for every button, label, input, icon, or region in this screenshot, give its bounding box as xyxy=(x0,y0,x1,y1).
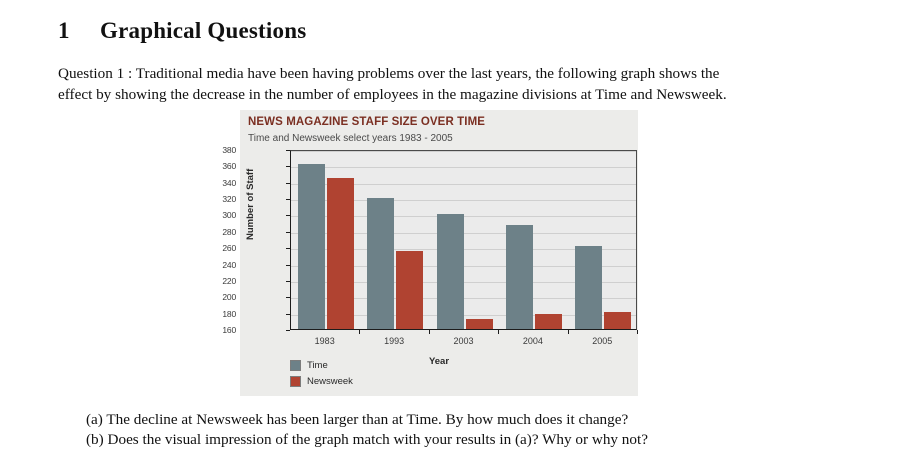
bar-time-1983 xyxy=(297,163,325,329)
section-heading: 1 Graphical Questions xyxy=(58,18,306,44)
sub-questions: (a) The decline at Newsweek has been lar… xyxy=(86,410,846,450)
chart-panel: NEWS MAGAZINE STAFF SIZE OVER TIME Time … xyxy=(222,110,638,396)
y-tick-label: 380 xyxy=(222,145,236,155)
bar-time-2004 xyxy=(505,225,533,329)
y-tick-label: 320 xyxy=(222,194,236,205)
bar-newsweek-2003 xyxy=(465,319,493,329)
gridline xyxy=(291,167,636,169)
y-axis-title: Number of Staff xyxy=(245,168,256,240)
gridline xyxy=(291,151,636,152)
bar-time-2005 xyxy=(575,246,603,329)
legend-swatch-newsweek xyxy=(290,375,301,387)
sub-question-b: (b) Does the visual impression of the gr… xyxy=(86,431,648,448)
intro-line-1: Question 1 : Traditional media have been… xyxy=(58,65,720,82)
bar-newsweek-1983 xyxy=(326,177,354,329)
y-tick-mark xyxy=(286,182,290,184)
legend-swatch-time xyxy=(290,359,301,371)
y-tick-label: 360 xyxy=(222,161,236,172)
bar-time-1993 xyxy=(367,198,395,329)
x-tick-mark xyxy=(567,330,569,334)
x-tick-mark xyxy=(428,330,430,334)
chart-subtitle: Time and Newsweek select years 1983 - 20… xyxy=(248,133,453,144)
y-tick-label: 260 xyxy=(222,243,236,254)
gridline xyxy=(291,249,636,251)
y-tick-mark xyxy=(286,166,290,168)
bar-newsweek-2004 xyxy=(534,314,562,329)
x-axis-title: Year xyxy=(428,356,450,367)
y-tick-mark xyxy=(286,280,290,282)
y-tick-label: 280 xyxy=(222,226,236,237)
section-title: Graphical Questions xyxy=(100,18,307,43)
y-tick-mark xyxy=(286,313,290,315)
y-tick-mark xyxy=(286,150,290,151)
x-tick-label: 2005 xyxy=(592,336,613,346)
y-tick-mark xyxy=(286,248,290,250)
sub-question-a: (a) The decline at Newsweek has been lar… xyxy=(86,411,629,428)
legend-label: Newsweek xyxy=(307,375,353,387)
gridline xyxy=(291,281,636,283)
y-tick-label: 220 xyxy=(222,275,236,286)
gridline xyxy=(291,200,636,202)
bar-newsweek-2005 xyxy=(604,311,632,329)
gridline xyxy=(291,265,636,267)
gridline xyxy=(291,298,636,300)
plot-area xyxy=(290,150,637,330)
x-tick-label: 1993 xyxy=(384,336,405,346)
legend-item-newsweek[interactable]: Newsweek xyxy=(290,374,353,388)
y-tick-mark xyxy=(286,231,290,233)
y-tick-mark xyxy=(286,264,290,266)
y-tick-label: 200 xyxy=(222,292,236,303)
gridline xyxy=(291,232,636,234)
gridline xyxy=(291,314,636,316)
y-tick-label: 240 xyxy=(222,259,236,270)
y-tick-label: 160 xyxy=(222,325,236,335)
question-intro: Question 1 : Traditional media have been… xyxy=(58,63,858,105)
gridline xyxy=(291,183,636,185)
y-tick-mark xyxy=(286,199,290,201)
chart-legend: Time Newsweek xyxy=(290,358,353,390)
legend-label: Time xyxy=(307,359,328,371)
y-tick-mark xyxy=(286,330,290,331)
section-number: 1 xyxy=(58,18,70,43)
chart-title: NEWS MAGAZINE STAFF SIZE OVER TIME xyxy=(248,116,486,128)
x-tick-mark xyxy=(359,330,361,334)
y-tick-label: 340 xyxy=(222,177,236,188)
legend-item-time[interactable]: Time xyxy=(290,358,353,372)
y-tick-mark xyxy=(286,215,290,217)
bar-newsweek-1993 xyxy=(396,251,424,329)
x-tick-mark xyxy=(498,330,500,334)
x-tick-mark xyxy=(637,330,638,334)
x-tick-label: 2003 xyxy=(453,336,474,346)
y-tick-mark xyxy=(286,297,290,299)
y-tick-label: 180 xyxy=(222,308,236,319)
x-tick-label: 2004 xyxy=(522,336,543,346)
bar-time-2003 xyxy=(436,213,464,329)
y-tick-label: 300 xyxy=(222,210,236,221)
gridline xyxy=(291,216,636,218)
x-tick-label: 1983 xyxy=(314,336,335,346)
intro-line-2: effect by showing the decrease in the nu… xyxy=(58,86,727,103)
plot-wrapper: Number of Staff 160 180 200 220 240 260 280 300… xyxy=(222,110,638,396)
